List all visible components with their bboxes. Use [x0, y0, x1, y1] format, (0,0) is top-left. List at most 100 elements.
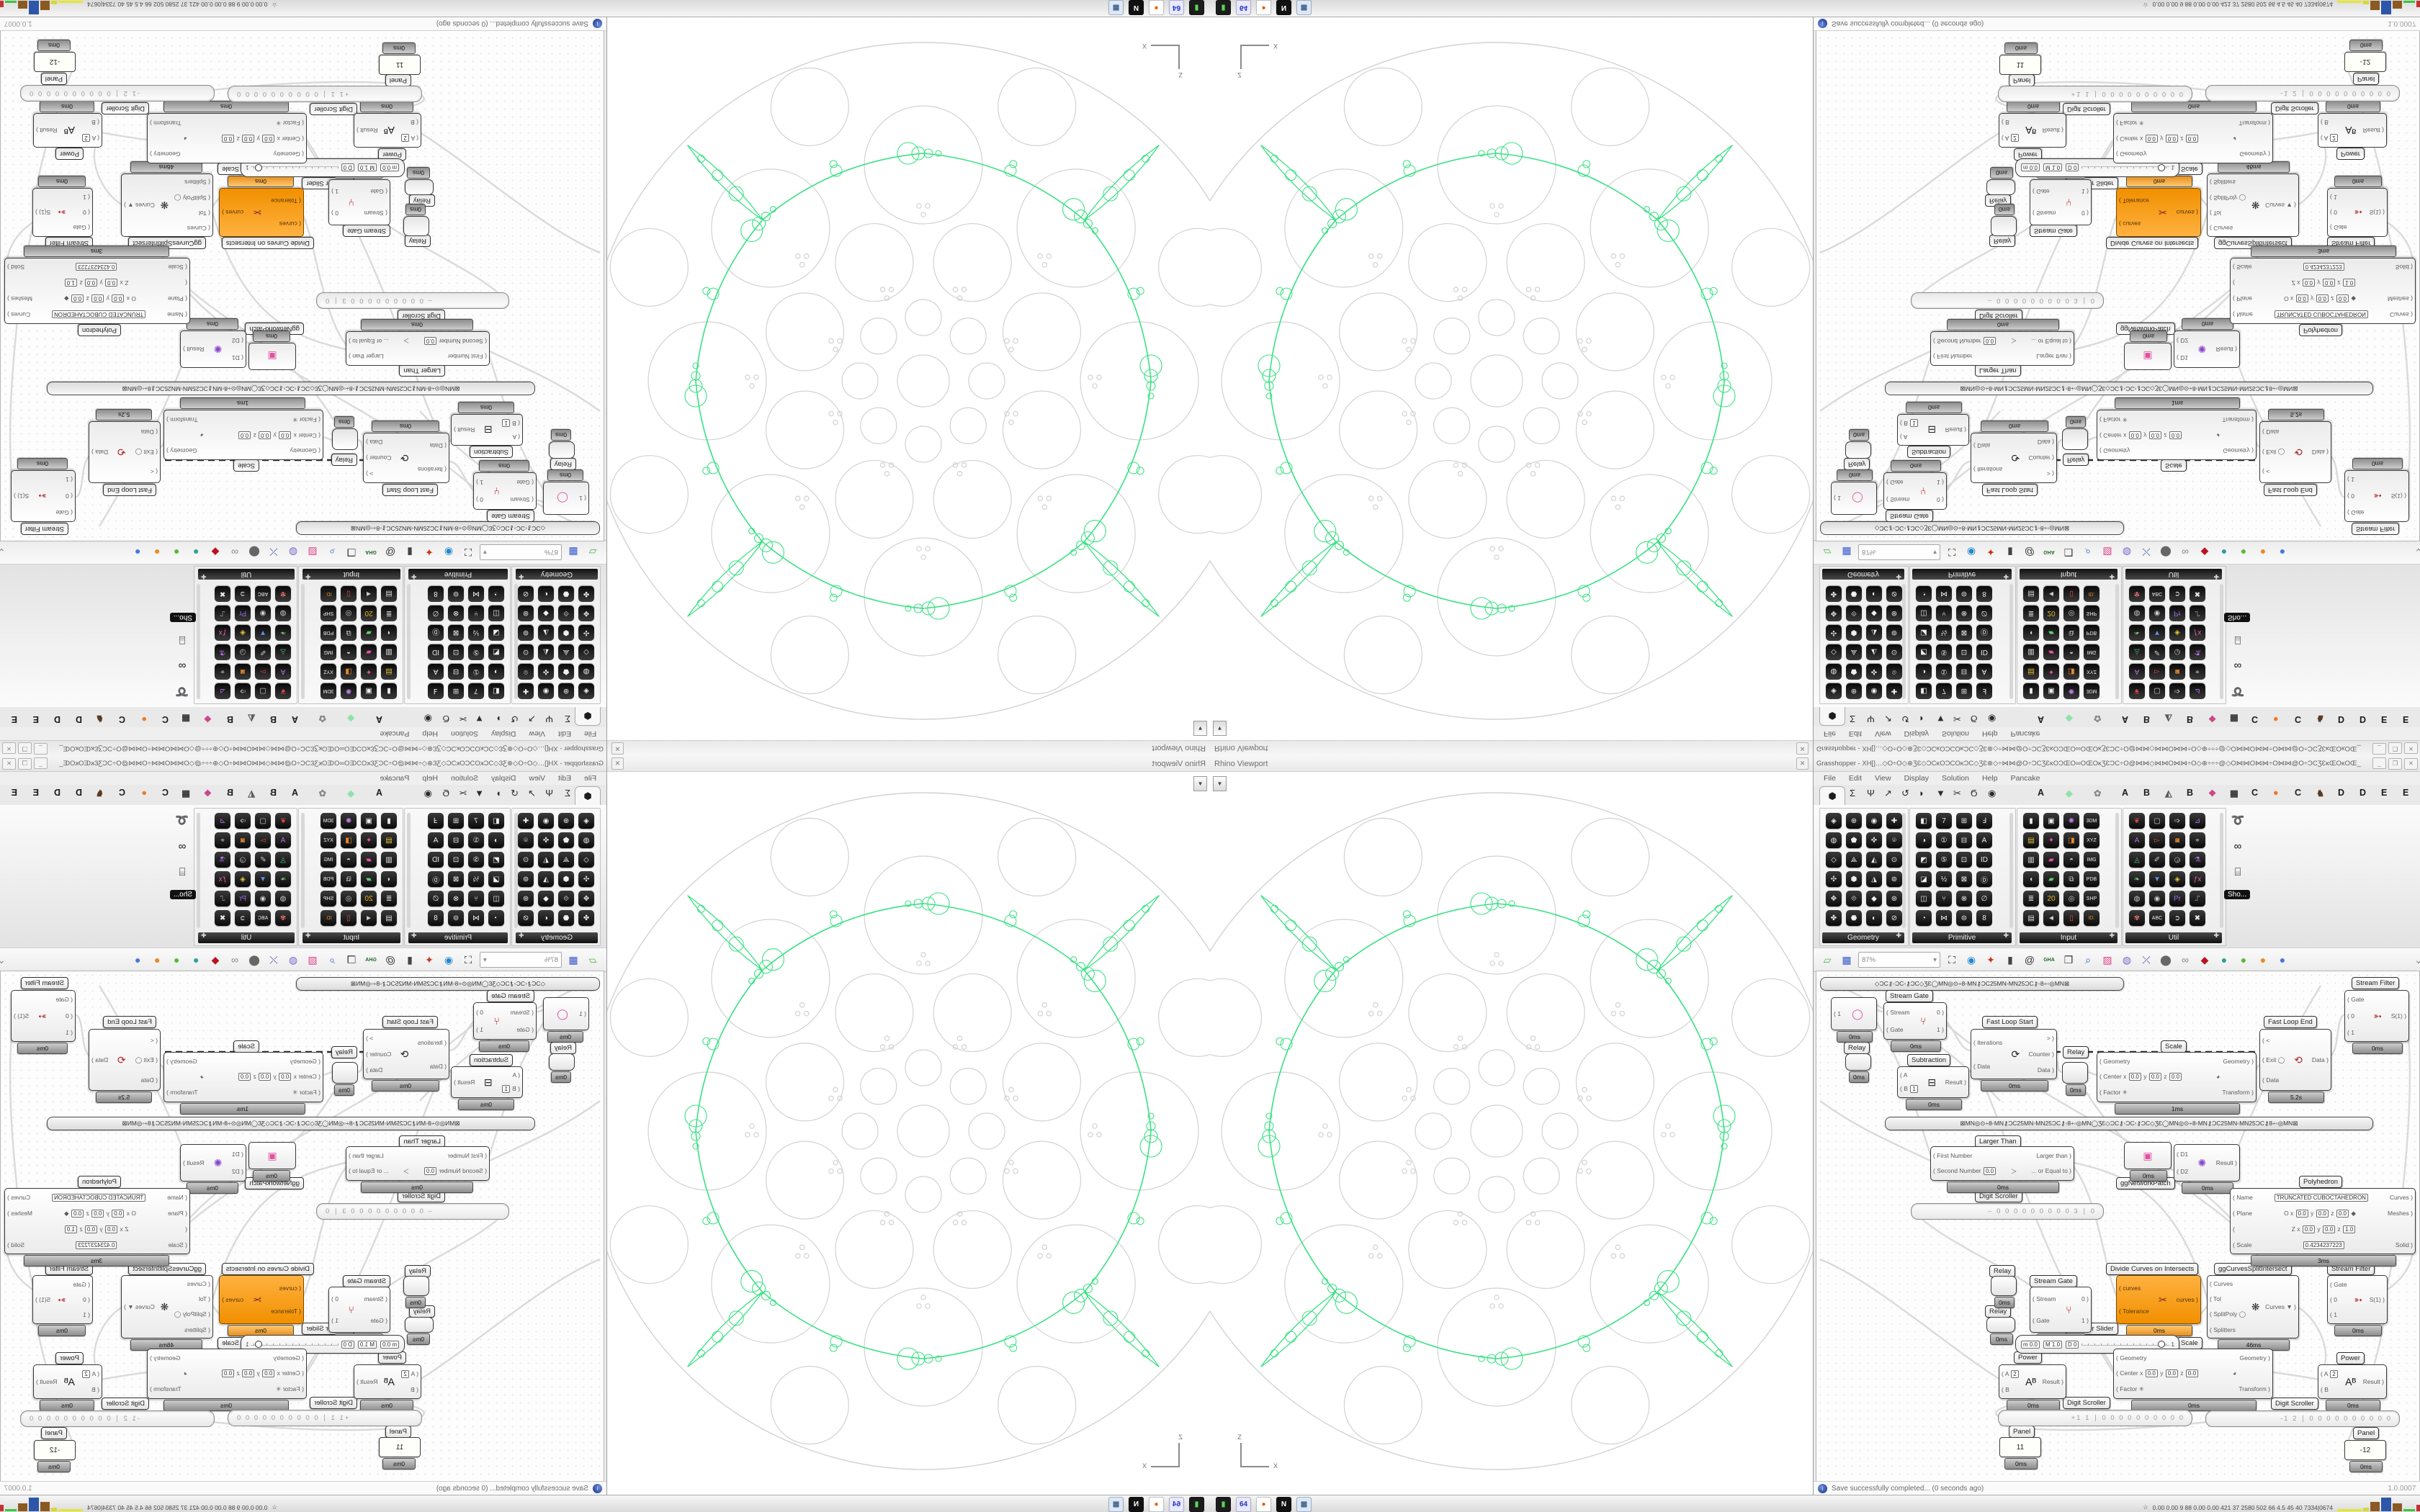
palette-scrollbar[interactable] — [2220, 584, 2223, 699]
tab-plugin-14[interactable]: D — [53, 714, 60, 724]
toolbar-overflow-icon[interactable]: ⌄ — [2411, 544, 2420, 560]
component-icon[interactable]: ◍ — [2129, 606, 2145, 621]
tab-plugin-14[interactable]: D — [2360, 714, 2367, 724]
zoom-level-select[interactable]: 87% ▾ — [1858, 544, 1940, 560]
rings-icon[interactable]: ∞ — [231, 954, 238, 966]
tab-plugin-9[interactable]: C — [161, 714, 169, 724]
component-icon[interactable]: ◐ — [1866, 586, 1882, 602]
component-icon[interactable]: ❧ — [2129, 625, 2145, 641]
input-port[interactable]: ( Gate — [2330, 1280, 2347, 1288]
component-icon[interactable]: ▼ — [255, 625, 271, 641]
value-box[interactable]: 1.0 — [2343, 279, 2356, 287]
tab-plugin-4[interactable]: B — [269, 788, 277, 798]
value-box[interactable]: 0.4234237223 — [2303, 1241, 2344, 1249]
component-icon[interactable]: ⋈ — [1936, 586, 1952, 602]
component-icon[interactable]: ⬣ — [1846, 586, 1862, 602]
digit-scroller-component[interactable]: -1 2 ∣ 0 0 0 0 0 0 0 0 0 0 — [20, 1410, 215, 1427]
slider-D[interactable]: D 0 — [2066, 1340, 2079, 1349]
palette-group-label[interactable]: Input ✚ — [2020, 932, 2118, 943]
relay-node[interactable]: 0ms — [1845, 429, 1871, 459]
component-icon[interactable]: ⊿ — [2190, 683, 2205, 699]
component-icon[interactable]: ① — [1936, 832, 1952, 848]
output-port[interactable]: Curves ▼ ) — [124, 202, 155, 209]
balloon-icon[interactable]: ◍ — [288, 953, 298, 966]
wire-display-icon[interactable]: ⤫ — [269, 953, 278, 966]
component-nametag[interactable]: Stream Gate — [2030, 1275, 2077, 1287]
component-icon[interactable]: ❦ — [2129, 683, 2145, 699]
component-icon[interactable]: ✐ — [255, 644, 271, 660]
bake-icon[interactable]: ✦ — [1986, 546, 1995, 559]
side-tool-icon-1[interactable]: ∞ — [2233, 840, 2242, 852]
stream-gate-component[interactable]: ( Stream( Gate⑂0 )1 )0ms — [473, 460, 537, 510]
component-icon[interactable]: ➩ — [235, 683, 251, 699]
component-icon[interactable]: ◈ — [578, 813, 594, 829]
fast-loop-end-component[interactable]: ( <( Exit ◯( Data ⟲ Data ) 5.2s — [89, 1029, 161, 1103]
tab-icon-2[interactable]: Ψ — [1867, 714, 1875, 724]
component-icon[interactable]: ▯ — [341, 586, 357, 602]
save-file-icon[interactable]: ▦ — [568, 953, 578, 966]
relay-node[interactable]: 0ms — [405, 1317, 434, 1345]
input-port[interactable]: ( B — [91, 118, 99, 126]
component-icon[interactable]: ⬢ — [1846, 871, 1862, 887]
input-port[interactable]: ( Tol — [199, 1295, 210, 1303]
component-icon[interactable]: ◙ — [235, 664, 251, 680]
component-icon[interactable]: ▢ — [255, 813, 271, 829]
side-tool-icon-0[interactable]: ➰ — [2231, 814, 2245, 827]
component-icon[interactable]: ⬣ — [1846, 910, 1862, 926]
tab-plugin-8[interactable]: ▦ — [182, 788, 190, 798]
component-icon[interactable]: ✜ — [1866, 664, 1882, 680]
component-icon[interactable]: ⧉ — [2063, 625, 2079, 641]
component-icon[interactable]: ½ — [468, 871, 484, 887]
output-port[interactable]: 1 ) — [1937, 479, 1944, 486]
value-box[interactable]: 0.0 — [2316, 294, 2329, 303]
viewport-menu-dropdown[interactable]: ▼ — [1213, 776, 1227, 791]
taskbar-drive-app-icon[interactable]: ▮ — [1189, 1496, 1204, 1512]
input-port[interactable]: ( Stream — [1886, 496, 1910, 503]
tab-icon-2[interactable]: Ψ — [545, 788, 553, 798]
input-port[interactable]: ( Data — [2262, 1076, 2280, 1084]
scale-component[interactable]: ( Geometry Geometry )( Center x 0.0 y 0.0… — [2097, 397, 2257, 460]
tab-plugin-1[interactable]: ◆ — [347, 714, 354, 724]
component-icon[interactable]: ◈ — [235, 625, 251, 641]
component-nametag[interactable]: Stream Gate — [1886, 510, 1933, 522]
tab-icon-5[interactable]: ◗ — [496, 788, 501, 798]
component-icon[interactable]: ⟐ — [1846, 891, 1862, 906]
input-port[interactable]: ( D2 — [231, 1168, 243, 1175]
stream-filter-component[interactable]: ( Gate( 0( 1 ➳ S(1) ) 0ms — [2344, 458, 2409, 522]
component-nametag[interactable]: Relay — [550, 1042, 576, 1054]
component-icon[interactable]: ◉ — [2149, 606, 2165, 621]
component-icon[interactable]: ⊘ — [518, 586, 534, 602]
component-icon[interactable]: ◇ — [578, 644, 594, 660]
component-nametag[interactable]: Panel — [2353, 1427, 2380, 1439]
tab-plugin-5[interactable]: ◭ — [248, 788, 255, 798]
group-header-bar[interactable]: ◇ƆC⚷◦ƆC◦⚷ƆC◇ƷƐ◯MN◎⊙÷8◦MN⚷ƆC25MN◦MN25ƆC⚷◦… — [296, 521, 600, 535]
value-box[interactable]: 0.0 — [71, 1209, 84, 1218]
value-box[interactable]: 0.0 — [262, 135, 275, 143]
tab-icon-8[interactable]: Ϭ — [442, 714, 449, 724]
input-port[interactable]: ( Gate — [73, 1280, 90, 1288]
component-icon[interactable]: ◉ — [538, 683, 554, 699]
value-box[interactable]: 0.0 — [238, 431, 251, 440]
tab-icon-4[interactable]: ↺ — [1901, 788, 1909, 798]
output-port[interactable]: > ) — [366, 1035, 374, 1042]
input-port[interactable]: ( Curves — [2210, 1280, 2233, 1288]
component-nametag[interactable]: Relay — [1989, 235, 2016, 247]
component-nametag[interactable]: Scale — [2161, 1040, 2187, 1053]
input-port[interactable]: ( Data — [1973, 1062, 1991, 1070]
component-icon[interactable]: ⚗ — [215, 852, 230, 868]
component-nametag[interactable]: Larger Than — [399, 364, 445, 377]
close-icon[interactable]: ✕ — [611, 742, 624, 755]
component-icon[interactable]: ◩ — [1916, 644, 1932, 660]
component-nametag[interactable]: Scale — [233, 1040, 259, 1053]
palette-scrollbar[interactable] — [2220, 813, 2223, 928]
palette-group-label[interactable]: Geometry ✚ — [516, 932, 598, 943]
grasshopper-titlebar[interactable]: Grasshopper - XH[]…◇O÷O◇⊕ƷƐ◇ƆCĸOƆCOĸƆC◇Ʒ… — [0, 756, 606, 772]
stream-filter-component[interactable]: ( Gate( 0( 1 ➳ S(1) ) 0ms — [2344, 990, 2409, 1054]
component-icon[interactable]: ⊚ — [518, 871, 534, 887]
tab-plugin-0[interactable]: A — [375, 788, 382, 798]
component-icon[interactable]: A — [428, 832, 444, 848]
zoom-extents-icon[interactable]: ⛶ — [465, 546, 472, 559]
input-port[interactable]: ( < — [150, 468, 158, 476]
component-icon[interactable]: ◙ — [2169, 832, 2185, 848]
stream-filter-component[interactable]: ( Gate( 0( 1 ➳ S(1) ) 0ms — [11, 990, 76, 1054]
